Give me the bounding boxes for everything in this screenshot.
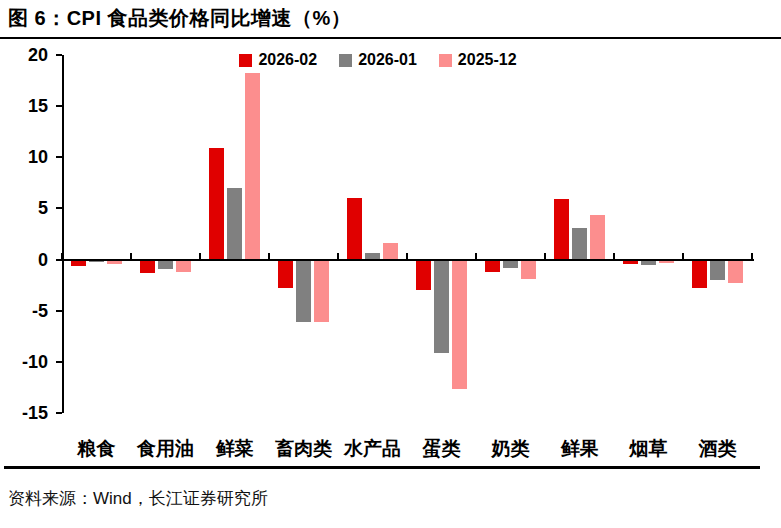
plot-area xyxy=(0,0,781,528)
legend-swatch-pink xyxy=(439,54,452,67)
category-tick xyxy=(268,253,270,260)
y-axis-tick xyxy=(56,156,62,158)
bar xyxy=(314,260,329,322)
bar xyxy=(503,260,518,268)
chart-legend: 2026-02 2026-01 2025-12 xyxy=(62,51,694,69)
legend-item-2026-02: 2026-02 xyxy=(239,51,317,69)
bar xyxy=(347,198,362,259)
bar xyxy=(452,260,467,390)
category-tick xyxy=(406,253,408,260)
legend-label: 2026-01 xyxy=(358,51,417,69)
y-axis-tick xyxy=(56,105,62,107)
bar xyxy=(209,148,224,259)
bar xyxy=(296,260,311,322)
bar xyxy=(485,260,500,272)
bar xyxy=(728,260,743,284)
bar xyxy=(416,260,431,291)
legend-swatch-gray xyxy=(339,54,352,67)
legend-swatch-red xyxy=(239,54,252,67)
y-axis-line xyxy=(62,55,64,413)
category-tick xyxy=(199,253,201,260)
bar xyxy=(590,215,605,260)
bar xyxy=(554,199,569,259)
bar xyxy=(521,260,536,279)
figure-bottom-border xyxy=(4,466,760,469)
y-axis-tick xyxy=(56,207,62,209)
x-axis-zero-line xyxy=(62,259,754,261)
bar xyxy=(383,243,398,259)
legend-item-2026-01: 2026-01 xyxy=(339,51,417,69)
source-note: 资料来源：Wind，长江证券研究所 xyxy=(8,487,268,510)
bar xyxy=(158,260,173,269)
bar xyxy=(278,260,293,289)
bar xyxy=(245,73,260,259)
category-tick xyxy=(613,253,615,260)
category-tick xyxy=(682,253,684,260)
y-axis-tick xyxy=(56,412,62,414)
bar xyxy=(140,260,155,273)
category-tick xyxy=(61,253,63,260)
category-tick xyxy=(544,253,546,260)
bar xyxy=(572,228,587,260)
bar xyxy=(176,260,191,272)
bar xyxy=(710,260,725,280)
bar xyxy=(227,188,242,260)
bar xyxy=(692,260,707,289)
cpi-food-bar-chart: 2026-02 2026-01 2025-12 20 15 10 5 0 -5 … xyxy=(0,0,781,528)
category-tick xyxy=(337,253,339,260)
legend-label: 2026-02 xyxy=(258,51,317,69)
y-axis-tick xyxy=(56,310,62,312)
y-axis-tick xyxy=(56,361,62,363)
legend-label: 2025-12 xyxy=(458,51,517,69)
category-tick xyxy=(475,253,477,260)
category-tick xyxy=(751,253,753,260)
legend-item-2025-12: 2025-12 xyxy=(439,51,517,69)
bar xyxy=(434,260,449,353)
category-tick xyxy=(130,253,132,260)
